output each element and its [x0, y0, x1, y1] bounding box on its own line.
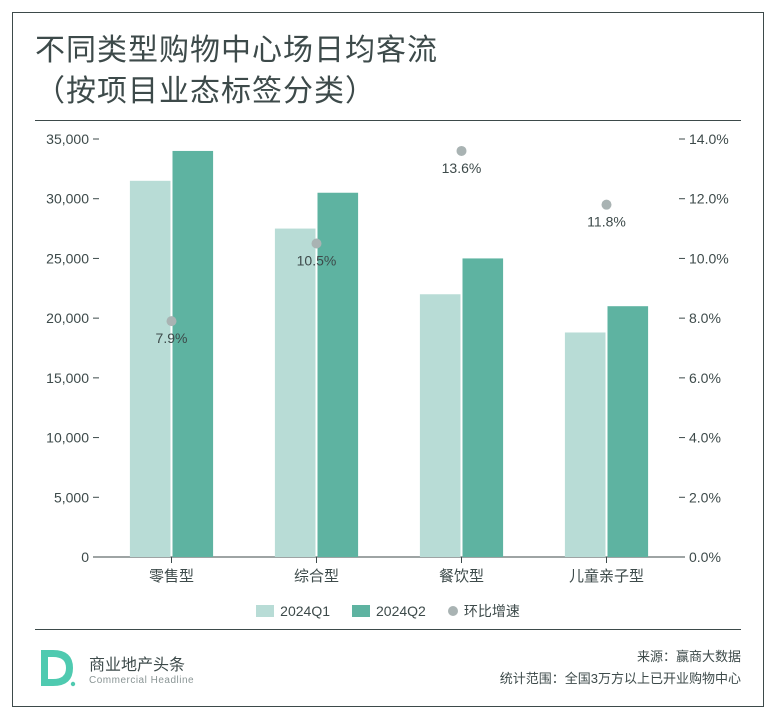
source-line-2: 统计范围：全国3万方以上已开业购物中心 — [500, 668, 741, 690]
svg-text:2.0%: 2.0% — [689, 489, 721, 505]
svg-text:4.0%: 4.0% — [689, 430, 721, 446]
svg-text:餐饮型: 餐饮型 — [439, 568, 484, 585]
svg-text:儿童亲子型: 儿童亲子型 — [569, 567, 644, 585]
brand-logo-icon — [35, 646, 79, 690]
brand-name-cn: 商业地产头条 — [89, 651, 194, 675]
svg-text:12.0%: 12.0% — [689, 191, 729, 207]
svg-text:0: 0 — [81, 549, 89, 565]
bar — [608, 306, 649, 557]
brand-text: 商业地产头条 Commercial Headline — [89, 651, 194, 686]
svg-text:零售型: 零售型 — [149, 568, 194, 585]
growth-label: 11.8% — [587, 214, 626, 230]
brand-name-en: Commercial Headline — [89, 675, 194, 686]
legend-dot-icon — [448, 606, 458, 616]
svg-text:15,000: 15,000 — [46, 370, 89, 386]
legend-item: 2024Q2 — [352, 601, 426, 621]
bar — [565, 332, 606, 557]
svg-text:10,000: 10,000 — [46, 430, 89, 446]
growth-marker — [312, 239, 322, 249]
svg-text:20,000: 20,000 — [46, 310, 89, 326]
legend-item: 环比增速 — [448, 601, 520, 621]
bar — [318, 193, 359, 557]
growth-marker — [602, 200, 612, 210]
title-line-2: （按项目业态标签分类） — [35, 75, 376, 108]
chart-title: 不同类型购物中心场日均客流 （按项目业态标签分类） — [35, 31, 741, 112]
legend-label: 2024Q1 — [280, 603, 330, 619]
bar — [130, 181, 171, 557]
source-label-2: 统计范围： — [500, 671, 565, 686]
brand: 商业地产头条 Commercial Headline — [35, 646, 194, 690]
source-line-1: 来源：赢商大数据 — [500, 646, 741, 668]
source-value-2: 全国3万方以上已开业购物中心 — [565, 671, 741, 686]
legend-swatch-icon — [352, 605, 370, 617]
svg-text:25,000: 25,000 — [46, 250, 89, 266]
title-line-1: 不同类型购物中心场日均客流 — [35, 34, 438, 67]
svg-text:30,000: 30,000 — [46, 191, 89, 207]
growth-label: 10.5% — [297, 253, 337, 269]
growth-label: 13.6% — [442, 160, 482, 176]
svg-text:10.0%: 10.0% — [689, 250, 729, 266]
chart-svg: 0 5,000 10,000 15,000 20,000 25,000 30,000 35,0… — [35, 121, 741, 629]
growth-label: 7.9% — [156, 330, 188, 346]
bar — [275, 229, 316, 557]
svg-text:综合型: 综合型 — [294, 568, 339, 585]
source-label-1: 来源： — [637, 649, 676, 664]
growth-marker — [457, 146, 467, 156]
chart-card: 不同类型购物中心场日均客流 （按项目业态标签分类） 0 5,000 10,000 15… — [12, 12, 764, 707]
svg-text:5,000: 5,000 — [54, 489, 89, 505]
source-value-1: 赢商大数据 — [676, 649, 741, 664]
svg-text:6.0%: 6.0% — [689, 370, 721, 386]
legend-label: 2024Q2 — [376, 603, 426, 619]
svg-text:14.0%: 14.0% — [689, 131, 729, 147]
bar — [420, 294, 461, 557]
legend-swatch-icon — [256, 605, 274, 617]
bar — [173, 151, 214, 557]
bar — [463, 258, 504, 557]
svg-text:35,000: 35,000 — [46, 131, 89, 147]
legend: 2024Q1 2024Q2 环比增速 — [35, 593, 741, 623]
growth-marker — [167, 316, 177, 326]
svg-text:0.0%: 0.0% — [689, 549, 721, 565]
svg-text:8.0%: 8.0% — [689, 310, 721, 326]
legend-label: 环比增速 — [464, 601, 520, 621]
footer: 商业地产头条 Commercial Headline 来源：赢商大数据 统计范围… — [35, 636, 741, 696]
legend-item: 2024Q1 — [256, 601, 330, 621]
source-block: 来源：赢商大数据 统计范围：全国3万方以上已开业购物中心 — [500, 646, 741, 690]
chart-area: 0 5,000 10,000 15,000 20,000 25,000 30,000 35,0… — [35, 120, 741, 630]
